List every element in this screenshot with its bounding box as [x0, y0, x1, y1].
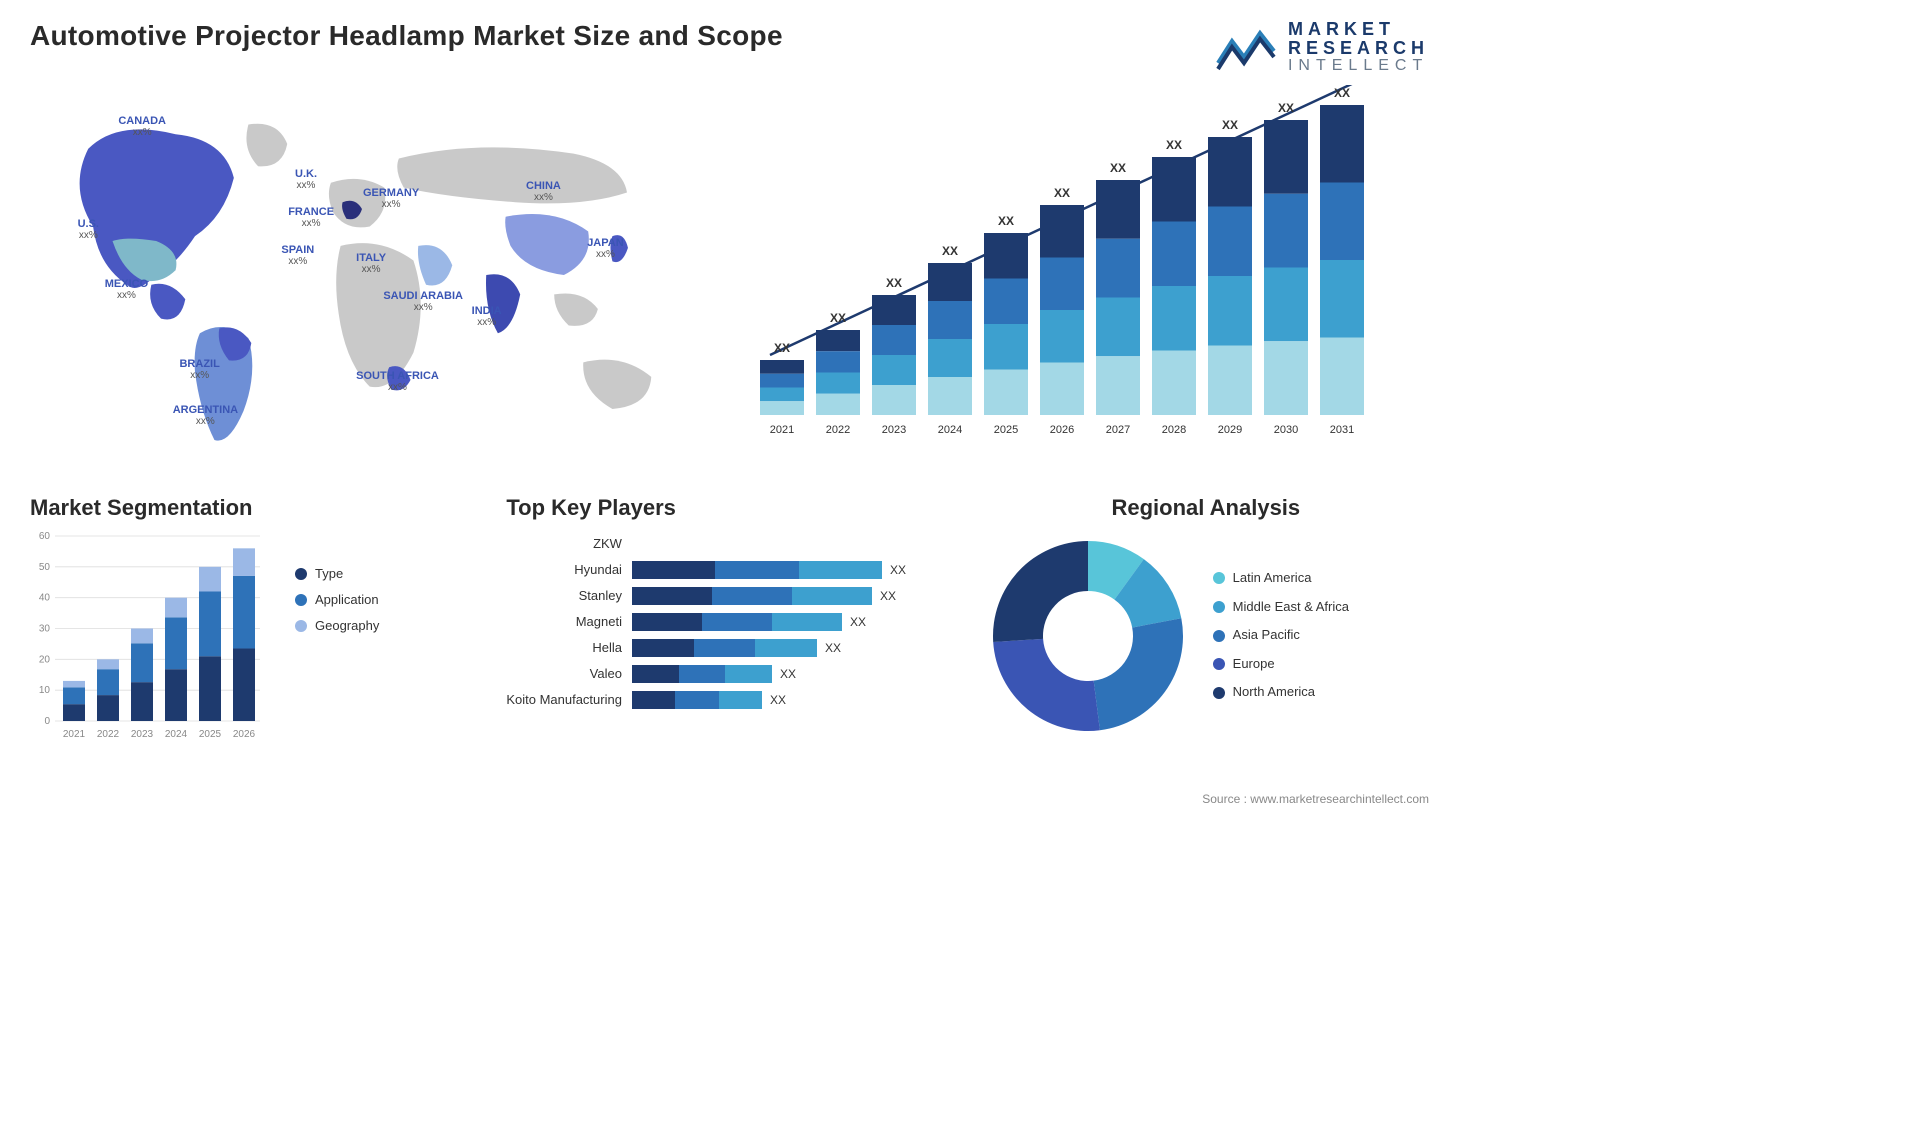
regional-legend-item: Asia Pacific	[1213, 621, 1349, 650]
svg-text:XX: XX	[997, 214, 1013, 228]
regional-legend-item: Europe	[1213, 650, 1349, 679]
svg-text:2021: 2021	[63, 729, 86, 740]
svg-text:2025: 2025	[993, 424, 1017, 436]
map-label: MEXICOxx%	[105, 278, 148, 301]
map-label: CANADAxx%	[118, 115, 166, 138]
svg-text:2029: 2029	[1217, 424, 1241, 436]
svg-text:XX: XX	[773, 341, 789, 355]
player-bar-row: XX	[632, 635, 953, 661]
map-label: ITALYxx%	[356, 252, 386, 275]
map-label: SPAINxx%	[281, 244, 314, 267]
svg-text:2024: 2024	[937, 424, 961, 436]
player-bar-row: XX	[632, 687, 953, 713]
svg-text:XX: XX	[1165, 138, 1181, 152]
svg-text:2024: 2024	[165, 729, 188, 740]
svg-text:XX: XX	[1221, 118, 1237, 132]
svg-text:0: 0	[44, 716, 50, 727]
svg-text:2028: 2028	[1161, 424, 1185, 436]
svg-text:2026: 2026	[233, 729, 256, 740]
svg-text:XX: XX	[1333, 86, 1349, 100]
map-label: INDIAxx%	[472, 305, 502, 328]
logo-text-1: MARKET	[1288, 20, 1429, 39]
regional-panel: Regional Analysis Latin AmericaMiddle Ea…	[983, 495, 1429, 751]
logo-text-2: RESEARCH	[1288, 39, 1429, 58]
svg-text:10: 10	[39, 685, 51, 696]
svg-text:2031: 2031	[1329, 424, 1353, 436]
segmentation-title: Market Segmentation	[30, 495, 476, 521]
map-label: SOUTH AFRICAxx%	[356, 370, 439, 393]
map-label: ARGENTINAxx%	[173, 404, 238, 427]
regional-donut	[983, 531, 1193, 741]
regional-title: Regional Analysis	[983, 495, 1429, 521]
svg-text:40: 40	[39, 592, 51, 603]
svg-text:2022: 2022	[97, 729, 120, 740]
svg-text:50: 50	[39, 561, 51, 572]
svg-text:30: 30	[39, 623, 51, 634]
svg-text:2030: 2030	[1273, 424, 1297, 436]
map-label: FRANCExx%	[288, 206, 334, 229]
map-label: U.S.xx%	[78, 218, 99, 241]
player-label: Stanley	[506, 583, 622, 609]
logo-icon	[1216, 23, 1276, 71]
svg-text:XX: XX	[829, 311, 845, 325]
growth-chart-svg: XX 2021 XX 2022 XX 2023 XX 2024 XX 2025 XX 2026 XX 20…	[750, 85, 1410, 455]
main-title: Automotive Projector Headlamp Market Siz…	[30, 20, 783, 52]
svg-text:XX: XX	[1053, 186, 1069, 200]
key-players-title: Top Key Players	[506, 495, 952, 521]
player-label: Valeo	[506, 661, 622, 687]
player-label: ZKW	[506, 531, 622, 557]
regional-legend: Latin AmericaMiddle East & AfricaAsia Pa…	[1213, 564, 1349, 707]
player-label: Hyundai	[506, 557, 622, 583]
svg-text:XX: XX	[1109, 161, 1125, 175]
legend-item: Type	[295, 561, 379, 587]
segmentation-chart: 0 10 20 30 40 50 60 2021 2022 2023 2024 2025 2026	[30, 531, 280, 751]
player-label: Koito Manufacturing	[506, 687, 622, 713]
svg-text:60: 60	[39, 531, 51, 542]
players-bars: XXXXXXXXXXXX	[632, 531, 953, 713]
map-label: GERMANYxx%	[363, 187, 419, 210]
player-label: Magneti	[506, 609, 622, 635]
player-bar-row	[632, 531, 953, 557]
map-label: BRAZILxx%	[179, 358, 219, 381]
svg-text:2023: 2023	[131, 729, 154, 740]
map-label: JAPANxx%	[587, 237, 623, 260]
map-label: SAUDI ARABIAxx%	[383, 290, 463, 313]
player-label: Hella	[506, 635, 622, 661]
svg-text:20: 20	[39, 654, 51, 665]
players-labels: ZKWHyundaiStanleyMagnetiHellaValeoKoito …	[506, 531, 622, 713]
segmentation-panel: Market Segmentation 0 10 20 30 40 50 60 2021 202…	[30, 495, 476, 751]
svg-text:2021: 2021	[769, 424, 793, 436]
logo-text-3: INTELLECT	[1288, 58, 1429, 75]
regional-legend-item: Latin America	[1213, 564, 1349, 593]
svg-text:2026: 2026	[1049, 424, 1073, 436]
world-map: CANADAxx% U.S.xx% MEXICOxx% BRAZILxx% ARGENT…	[30, 85, 710, 465]
segmentation-legend: TypeApplicationGeography	[295, 561, 379, 751]
svg-text:2025: 2025	[199, 729, 222, 740]
key-players-panel: Top Key Players ZKWHyundaiStanleyMagneti…	[506, 495, 952, 751]
map-label: CHINAxx%	[526, 180, 561, 203]
source-text: Source : www.marketresearchintellect.com	[1202, 792, 1429, 806]
svg-text:2027: 2027	[1105, 424, 1129, 436]
svg-text:XX: XX	[1277, 101, 1293, 115]
svg-text:XX: XX	[941, 244, 957, 258]
brand-logo: MARKET RESEARCH INTELLECT	[1216, 20, 1429, 75]
player-bar-row: XX	[632, 661, 953, 687]
player-bar-row: XX	[632, 557, 953, 583]
player-bar-row: XX	[632, 583, 953, 609]
svg-text:2022: 2022	[825, 424, 849, 436]
regional-legend-item: Middle East & Africa	[1213, 593, 1349, 622]
svg-text:XX: XX	[885, 276, 901, 290]
player-bar-row: XX	[632, 609, 953, 635]
growth-chart: XX 2021 XX 2022 XX 2023 XX 2024 XX 2025 XX 2026 XX 20…	[750, 85, 1430, 465]
legend-item: Application	[295, 587, 379, 613]
map-label: U.K.xx%	[295, 168, 317, 191]
legend-item: Geography	[295, 613, 379, 639]
regional-legend-item: North America	[1213, 678, 1349, 707]
svg-text:2023: 2023	[881, 424, 905, 436]
